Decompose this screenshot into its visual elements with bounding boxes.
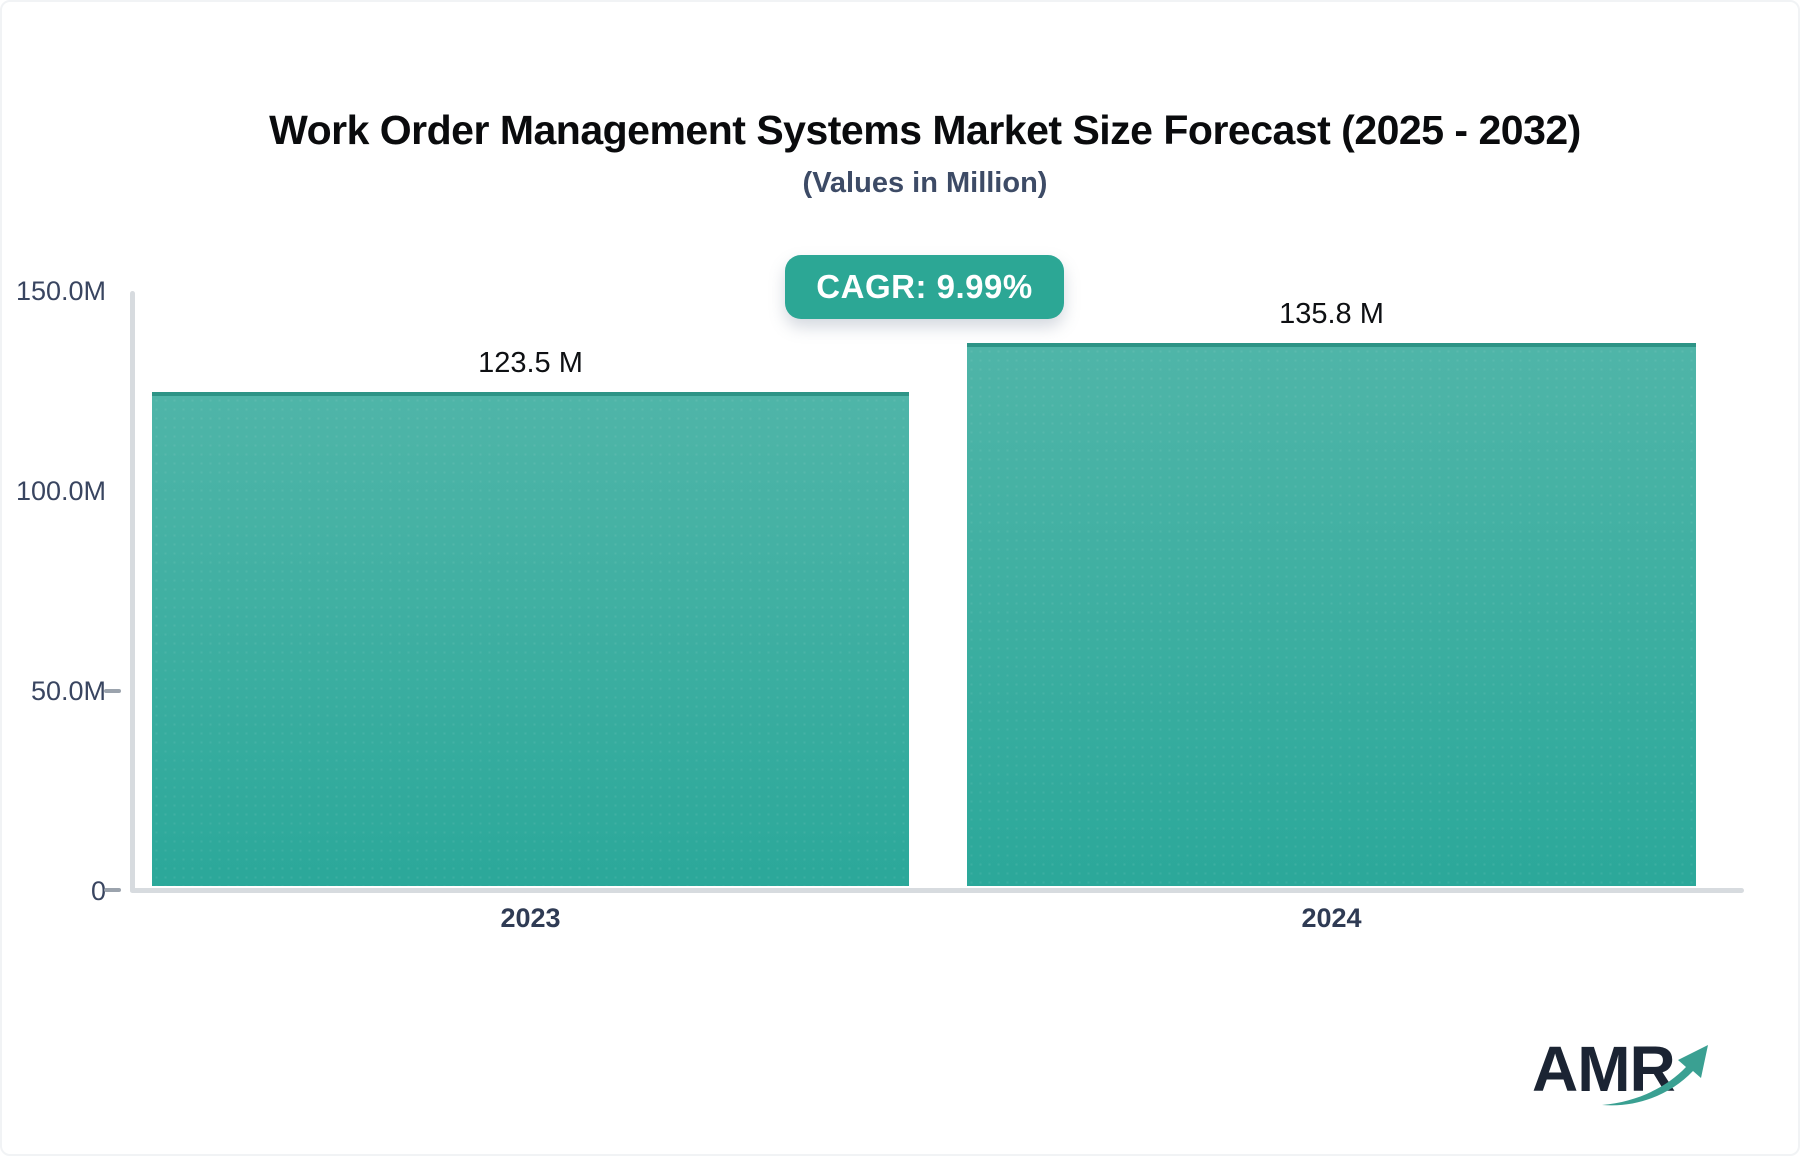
- y-tick-label-50: 50.0M: [30, 676, 106, 706]
- bar-2023[interactable]: [152, 392, 909, 886]
- amr-logo: AMR: [1532, 1034, 1722, 1124]
- growth-arrow-icon: [1602, 1045, 1708, 1106]
- x-axis-label-2023: 2023: [500, 903, 561, 933]
- bar-value-label-2023: 123.5 M: [478, 347, 583, 379]
- x-axis-label-2024: 2024: [1301, 903, 1362, 933]
- y-axis-line: [130, 291, 135, 893]
- chart-subtitle: (Values in Million): [802, 167, 1048, 199]
- cagr-badge-label: CAGR: 9.99%: [816, 268, 1033, 305]
- chart-title: Work Order Management Systems Market Siz…: [269, 107, 1581, 153]
- y-tick-label-150: 150.0M: [15, 276, 106, 306]
- y-tick-label-100: 100.0M: [15, 476, 106, 506]
- x-axis-line: [130, 888, 1744, 893]
- cagr-badge: CAGR: 9.99%: [785, 255, 1064, 319]
- y-tick-mark-50: [104, 689, 121, 693]
- bar-2024[interactable]: [967, 343, 1696, 886]
- y-tick-mark-0: [104, 888, 121, 892]
- bar-value-label-2024: 135.8 M: [1279, 298, 1384, 330]
- y-tick-label-0: 0: [90, 876, 106, 906]
